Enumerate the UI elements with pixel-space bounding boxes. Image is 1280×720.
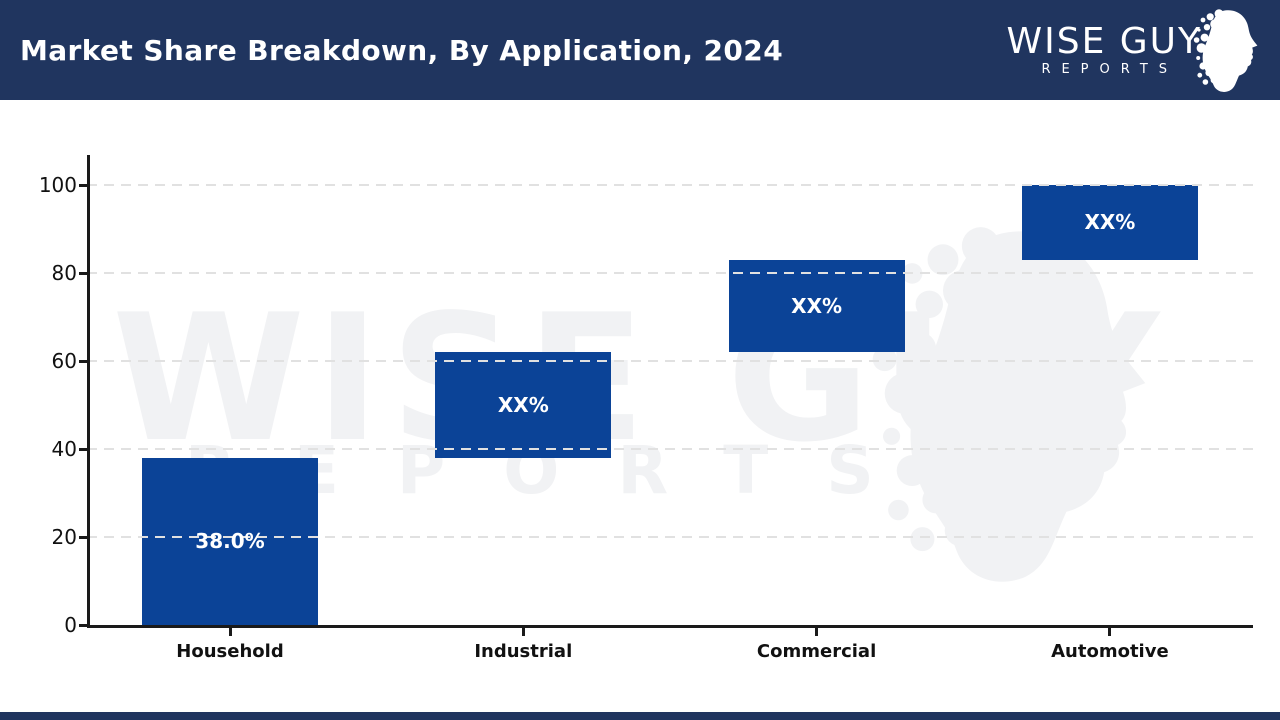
grid-line bbox=[87, 536, 1253, 538]
header-bar: Market Share Breakdown, By Application, … bbox=[0, 0, 1280, 100]
grid-line bbox=[87, 360, 1253, 362]
logo-subtext: REPORTS bbox=[1041, 62, 1179, 78]
page-title: Market Share Breakdown, By Application, … bbox=[20, 33, 784, 67]
y-tick-mark bbox=[79, 535, 87, 539]
bar-value-label: XX% bbox=[791, 294, 843, 318]
x-tick-mark bbox=[228, 628, 232, 636]
footer-bar bbox=[0, 712, 1280, 720]
x-category-label: Automotive bbox=[1051, 641, 1169, 662]
y-tick-label: 60 bbox=[51, 349, 77, 373]
x-category-label: Industrial bbox=[474, 641, 573, 662]
x-tick-mark bbox=[1108, 628, 1112, 636]
grid-line bbox=[87, 272, 1253, 274]
y-tick-mark bbox=[79, 359, 87, 363]
y-tick-mark bbox=[79, 447, 87, 451]
x-category-label: Commercial bbox=[756, 641, 877, 662]
bar-value-label: XX% bbox=[497, 393, 549, 417]
logo-wordmark: WISE GUY bbox=[1006, 20, 1202, 62]
bar-value-label: 38.0% bbox=[195, 529, 265, 554]
bar bbox=[142, 457, 318, 625]
x-tick-mark bbox=[521, 628, 525, 636]
logo-wordmark-block: WISE GUY REPORTS bbox=[1006, 20, 1203, 78]
y-tick-label: 0 bbox=[64, 613, 77, 637]
y-tick-label: 100 bbox=[38, 173, 77, 197]
grid-line bbox=[87, 184, 1253, 186]
grid-line bbox=[87, 448, 1253, 450]
x-tick-mark bbox=[815, 628, 819, 636]
bar-value-label: XX% bbox=[1084, 210, 1136, 235]
bar bbox=[1021, 185, 1198, 260]
y-tick-mark bbox=[79, 271, 87, 275]
face-logo-icon bbox=[1188, 8, 1266, 92]
bar bbox=[435, 352, 612, 458]
y-tick-mark bbox=[79, 623, 87, 627]
bar-chart: WISE GUY REPORTS 0 20 40 60 80 100 38.0% Househ… bbox=[0, 100, 1280, 712]
wise-guy-logo: WISE GUY REPORTS bbox=[1007, 8, 1280, 92]
x-axis-line bbox=[87, 625, 1253, 628]
y-axis-line bbox=[87, 155, 90, 628]
y-tick-label: 20 bbox=[51, 525, 77, 549]
y-tick-mark bbox=[79, 183, 87, 187]
bar bbox=[728, 259, 905, 353]
x-category-label: Household bbox=[176, 641, 284, 662]
y-tick-label: 40 bbox=[51, 437, 77, 461]
y-tick-label: 80 bbox=[51, 261, 77, 285]
